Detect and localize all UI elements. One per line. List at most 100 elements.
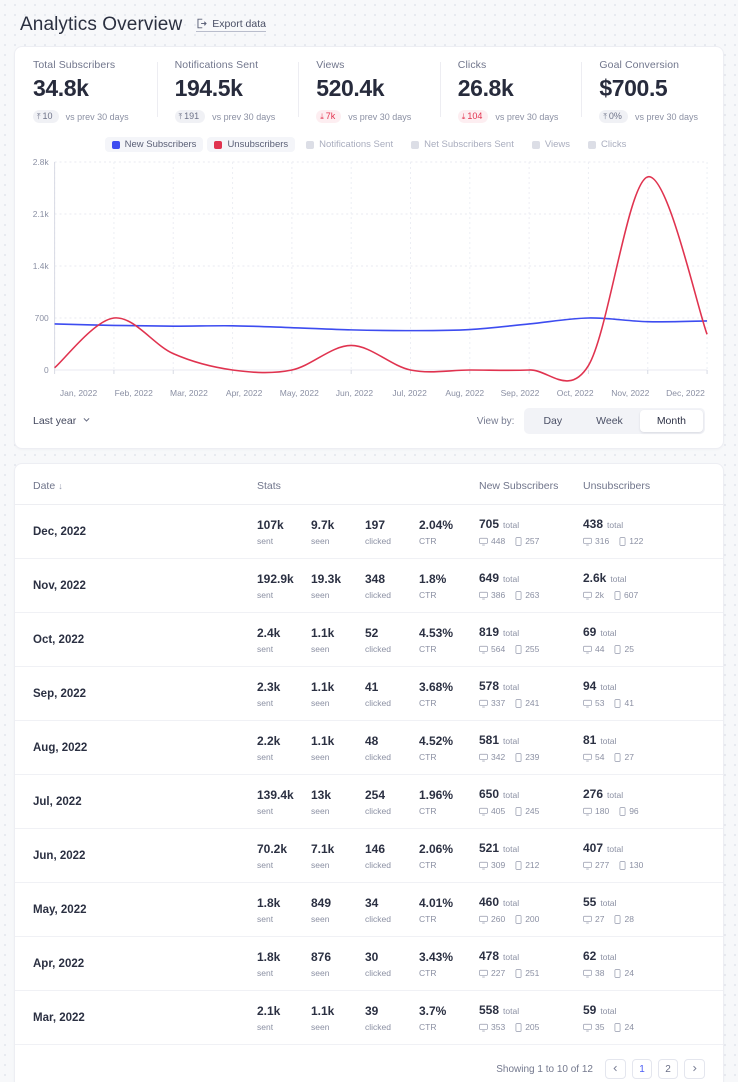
stat-col-label: sent xyxy=(257,589,274,600)
legend-item-0[interactable]: New Subscribers xyxy=(104,137,204,153)
mobile-icon xyxy=(614,591,621,600)
legend-item-2[interactable]: Notifications Sent xyxy=(299,137,400,152)
view-by-option-month[interactable]: Month xyxy=(639,410,703,433)
mobile-icon xyxy=(619,807,626,816)
pagination-prev-button[interactable] xyxy=(605,1059,626,1080)
stat-card-4: Goal Conversion $700.5 ⤒ 0% vs prev 30 days xyxy=(581,59,723,124)
arrow-down-icon: ⤓ xyxy=(320,111,324,121)
total-row: 94 total xyxy=(583,679,723,693)
legend-item-5[interactable]: Clicks xyxy=(581,137,633,152)
total-value: 94 xyxy=(583,679,597,694)
stat-col-value: 13k xyxy=(311,787,332,802)
stat-col-value: 2.3k xyxy=(257,679,281,694)
view-by-option-week[interactable]: Week xyxy=(579,410,640,432)
stat-col-value: 2.4k xyxy=(257,625,281,640)
stat-col-ctr: 4.01% CTR xyxy=(419,896,479,924)
column-header-unsubscribers[interactable]: Unsubscribers xyxy=(583,464,723,506)
stats-group: 107k sent 9.7k seen 197 clicked 2.04% CTR xyxy=(257,518,479,546)
desktop-count: 53 xyxy=(583,698,604,708)
cell-stats: 2.2k sent 1.1k seen 48 clicked 4.52% CTR xyxy=(257,721,479,775)
total-row: 649 total xyxy=(479,571,583,585)
desktop-count: 227 xyxy=(479,968,505,978)
pagination-page-2[interactable]: 2 xyxy=(658,1059,678,1080)
mobile-icon xyxy=(614,753,621,762)
cell-stats: 1.8k sent 876 seen 30 clicked 3.43% CTR xyxy=(257,937,479,991)
pagination-page-1[interactable]: 1 xyxy=(632,1059,652,1080)
y-tick-label: 2.8k xyxy=(33,157,50,167)
series-line-0 xyxy=(54,317,708,332)
table-row[interactable]: Nov, 2022 192.9k sent 19.3k seen 348 clicked 1.… xyxy=(15,559,723,613)
stat-col-clicked: 197 clicked xyxy=(365,518,419,546)
stats-group: 1.8k sent 876 seen 30 clicked 3.43% CTR xyxy=(257,950,479,978)
stat-col-label: sent xyxy=(257,1021,274,1032)
table-row[interactable]: Jul, 2022 139.4k sent 13k seen 254 clicked 1.96… xyxy=(15,775,723,829)
mobile-count: 257 xyxy=(515,536,539,546)
legend-item-4[interactable]: Views xyxy=(525,137,577,152)
table-row[interactable]: Aug, 2022 2.2k sent 1.1k seen 48 clicked 4.52% C… xyxy=(15,721,723,775)
column-header-stats[interactable]: Stats xyxy=(257,464,479,506)
desktop-icon xyxy=(583,537,592,546)
stat-col-ctr: 2.06% CTR xyxy=(419,842,479,870)
device-breakdown: 54 27 xyxy=(583,752,723,762)
cell-new-subscribers: 478 total 227 251 xyxy=(479,937,583,991)
desktop-count: 35 xyxy=(583,1022,604,1032)
stat-col-label: clicked xyxy=(365,913,391,924)
stat-col-seen: 876 seen xyxy=(311,950,365,978)
cell-unsubscribers: 276 total 180 96 xyxy=(583,775,723,829)
stat-col-clicked: 39 clicked xyxy=(365,1004,419,1032)
desktop-count: 38 xyxy=(583,968,604,978)
table-row[interactable]: Sep, 2022 2.3k sent 1.1k seen 41 clicked 3.68% C… xyxy=(15,667,723,721)
stat-col-label: clicked xyxy=(365,859,391,870)
date-range-select[interactable]: Last year xyxy=(33,415,91,427)
stat-col-sent: 2.2k sent xyxy=(257,734,311,762)
table-row[interactable]: Apr, 2022 1.8k sent 876 seen 30 clicked 3.43% CT… xyxy=(15,937,723,991)
stat-col-sent: 1.8k sent xyxy=(257,950,311,978)
stat-value: $700.5 xyxy=(599,75,668,101)
stat-col-label: seen xyxy=(311,751,330,762)
total-row: 276 total xyxy=(583,787,723,801)
stat-col-value: 7.1k xyxy=(311,841,335,856)
table-row[interactable]: Jun, 2022 70.2k sent 7.1k seen 146 clicked 2.06… xyxy=(15,829,723,883)
stat-col-ctr: 1.96% CTR xyxy=(419,788,479,816)
mobile-icon xyxy=(515,591,522,600)
legend-item-1[interactable]: Unsubscribers xyxy=(207,137,296,153)
device-breakdown: 386 263 xyxy=(479,590,583,600)
stat-col-label: CTR xyxy=(419,805,437,816)
cell-unsubscribers: 2.6k total 2k 607 xyxy=(583,559,723,613)
table-row[interactable]: Dec, 2022 107k sent 9.7k seen 197 clicked 2.04%… xyxy=(15,505,723,559)
export-data-button[interactable]: Export data xyxy=(196,18,266,32)
desktop-count: 386 xyxy=(479,590,505,600)
total-row: 2.6k total xyxy=(583,571,723,585)
arrow-up-icon: ⤒ xyxy=(37,111,41,121)
stat-col-value: 2.2k xyxy=(257,733,281,748)
mobile-icon xyxy=(619,861,626,870)
table-row[interactable]: Oct, 2022 2.4k sent 1.1k seen 52 clicked 4.53% C… xyxy=(15,613,723,667)
table-row[interactable]: Mar, 2022 2.1k sent 1.1k seen 39 clicked 3.7% CT… xyxy=(15,991,723,1045)
page-header: Analytics Overview Export data xyxy=(0,0,738,40)
mobile-icon xyxy=(614,645,621,654)
pagination-next-button[interactable] xyxy=(684,1059,705,1080)
view-by-option-day[interactable]: Day xyxy=(526,410,579,432)
stat-note: vs prev 30 days xyxy=(348,111,412,122)
desktop-count: 448 xyxy=(479,536,505,546)
cell-unsubscribers: 62 total 38 24 xyxy=(583,937,723,991)
column-header-new-subscribers[interactable]: New Subscribers xyxy=(479,464,583,506)
stat-footer: ⤓ 7k vs prev 30 days xyxy=(316,110,422,124)
stat-label: Clicks xyxy=(457,59,487,71)
stat-col-value: 1.8k xyxy=(257,949,281,964)
desktop-count: 180 xyxy=(583,806,609,816)
stat-col-sent: 2.1k sent xyxy=(257,1004,311,1032)
stat-col-value: 39 xyxy=(365,1003,379,1018)
stat-col-value: 48 xyxy=(365,733,379,748)
legend-item-3[interactable]: Net Subscribers Sent xyxy=(404,137,521,152)
desktop-icon xyxy=(479,969,488,978)
device-breakdown: 260 200 xyxy=(479,914,583,924)
stat-col-sent: 2.3k sent xyxy=(257,680,311,708)
stat-value: 34.8k xyxy=(33,75,89,101)
column-header-date[interactable]: Date ↓ xyxy=(15,464,257,506)
table-row[interactable]: May, 2022 1.8k sent 849 seen 34 clicked 4.01% CT… xyxy=(15,883,723,937)
total-label: total xyxy=(503,736,520,747)
total-value: 2.6k xyxy=(583,571,607,586)
mobile-icon xyxy=(614,969,621,978)
